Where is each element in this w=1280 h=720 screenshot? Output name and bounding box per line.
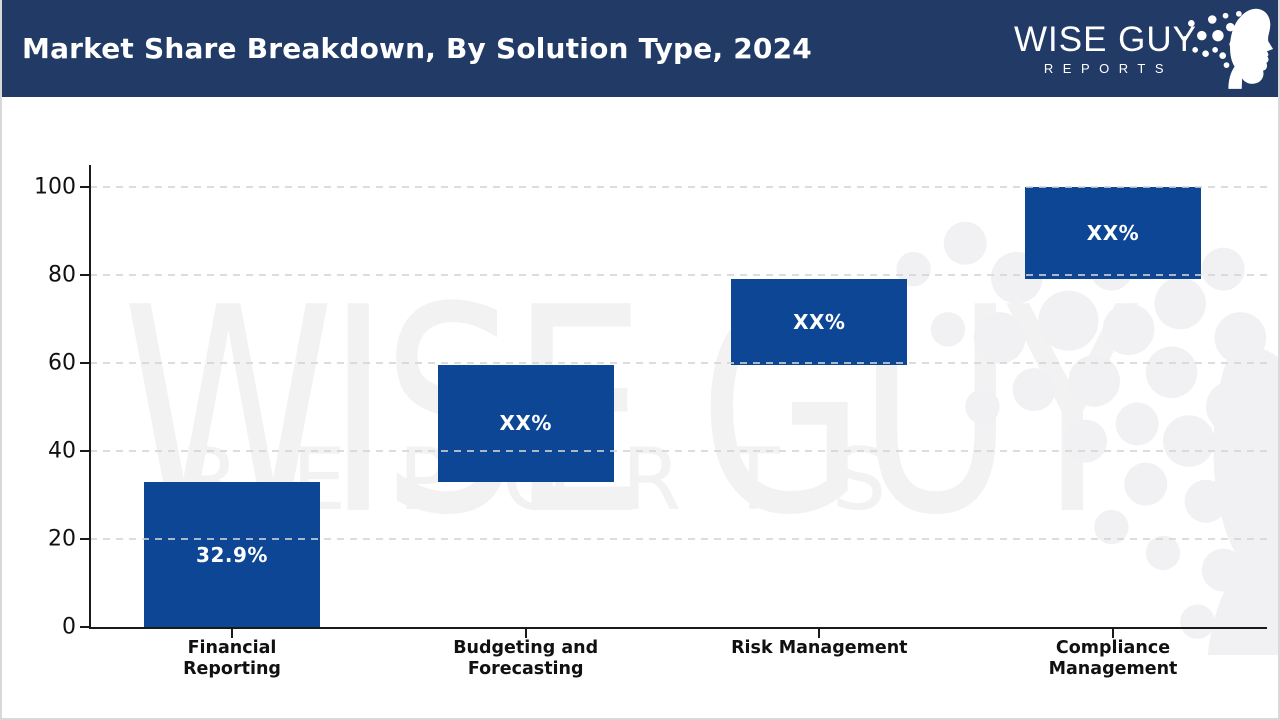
bar-value-label: 32.9%	[196, 542, 268, 567]
bar-value-label: XX%	[499, 411, 552, 436]
y-tick-mark	[80, 626, 89, 628]
x-label-line: Risk Management	[731, 638, 908, 658]
logo-wordmark: WISE GUY	[1013, 20, 1197, 59]
gridline-40	[90, 450, 1267, 452]
x-label-budgeting-and-forecasting: Budgeting and Forecasting	[366, 638, 686, 680]
y-tick-mark	[80, 274, 89, 276]
y-tick-label: 100	[34, 174, 76, 200]
wiseguy-logo: WISE GUY REPORTS	[1014, 6, 1274, 90]
gridline-60	[90, 362, 1267, 364]
x-label-line: Forecasting	[467, 659, 584, 679]
logo-subtitle: REPORTS	[1043, 61, 1174, 76]
logo-head-icon	[1182, 8, 1274, 89]
bar-value-label: XX%	[1086, 220, 1140, 245]
x-label-line: Reporting	[183, 659, 281, 679]
x-label-line: Financial	[187, 638, 277, 658]
y-tick-mark	[80, 450, 89, 452]
y-axis-line	[89, 165, 91, 629]
x-axis-line	[89, 627, 1267, 629]
y-tick-label: 80	[48, 262, 76, 288]
x-label-risk-management: Risk Management	[659, 638, 979, 659]
gridline-20	[90, 538, 1267, 540]
x-tick-mark	[1112, 629, 1114, 638]
y-tick-label: 20	[48, 526, 76, 552]
chart-title: Market Share Breakdown, By Solution Type…	[22, 32, 812, 65]
bar-budgeting-and-forecasting: XX%	[437, 364, 614, 483]
gridline-100	[90, 186, 1267, 188]
x-tick-mark	[818, 629, 821, 638]
y-tick-label: 60	[48, 350, 76, 376]
bar-compliance-management: XX%	[1025, 187, 1201, 279]
y-tick-mark	[80, 538, 89, 540]
x-label-financial-reporting: Financial Reporting	[72, 638, 392, 680]
bar-risk-management: XX%	[731, 278, 908, 365]
y-tick-label: 0	[62, 614, 76, 640]
x-label-line: Management	[1048, 659, 1178, 679]
x-label-line: Compliance	[1055, 638, 1171, 658]
x-label-compliance-management: Compliance Management	[953, 638, 1273, 680]
x-label-line: Budgeting and	[453, 638, 599, 658]
y-tick-mark	[80, 186, 89, 188]
bar-value-label: XX%	[793, 309, 846, 334]
gridline-80	[90, 274, 1267, 276]
logo-text: WISE GUY REPORTS	[1014, 20, 1197, 76]
y-tick-mark	[80, 362, 89, 364]
header-banner: Market Share Breakdown, By Solution Type…	[2, 0, 1278, 97]
bar-financial-reporting: 32.9%	[144, 482, 320, 627]
x-tick-mark	[231, 629, 233, 638]
x-tick-mark	[524, 629, 527, 638]
y-tick-label: 40	[48, 438, 76, 464]
